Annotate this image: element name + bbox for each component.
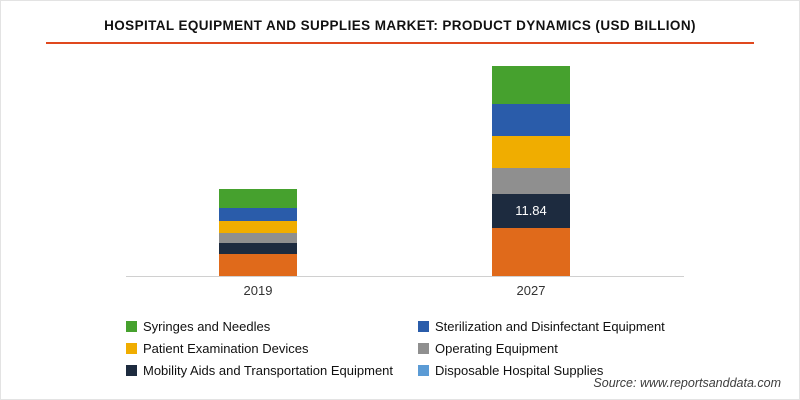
legend-swatch-icon — [126, 365, 137, 376]
legend-item-mobility-aids-and-transportation-equipment: Mobility Aids and Transportation Equipme… — [126, 363, 418, 378]
bar-segment-patient-examination-devices — [492, 135, 570, 168]
legend-item-operating-equipment: Operating Equipment — [418, 341, 779, 356]
legend-item-disposable-hospital-supplies: Disposable Hospital Supplies — [418, 363, 779, 378]
bar-segment-mobility-aids-and-transportation-equipment — [219, 242, 297, 254]
bar-segment-disposable-hospital-supplies — [492, 227, 570, 276]
bar-segment-sterilization-and-disinfectant-equipment — [492, 103, 570, 136]
bar-segment-syringes-and-needles — [219, 188, 297, 208]
x-tick-2027: 2027 — [516, 283, 546, 298]
legend-swatch-icon — [126, 343, 137, 354]
chart-title: HOSPITAL EQUIPMENT AND SUPPLIES MARKET: … — [104, 18, 696, 33]
title-underline-rule — [46, 42, 754, 44]
bar-segment-patient-examination-devices — [219, 220, 297, 233]
x-axis: 2019 2027 — [126, 283, 684, 301]
legend-swatch-icon — [126, 321, 137, 332]
x-tick-2019: 2019 — [243, 283, 273, 298]
legend-swatch-icon — [418, 343, 429, 354]
bar-segment-mobility-aids-and-transportation-equipment: 11.84 — [492, 193, 570, 228]
legend-item-sterilization-and-disinfectant-equipment: Sterilization and Disinfectant Equipment — [418, 319, 779, 334]
stacked-bar-2027: 11.84 — [492, 65, 570, 276]
legend-label: Patient Examination Devices — [143, 341, 309, 356]
bar-segment-operating-equipment — [492, 167, 570, 194]
bar-segment-syringes-and-needles — [492, 65, 570, 104]
legend-swatch-icon — [418, 365, 429, 376]
stacked-bar-2019 — [219, 188, 297, 276]
legend-label: Mobility Aids and Transportation Equipme… — [143, 363, 394, 378]
segment-value-label: 11.84 — [515, 203, 547, 219]
legend-label: Syringes and Needles — [143, 319, 271, 334]
legend-item-patient-examination-devices: Patient Examination Devices — [126, 341, 418, 356]
legend-label: Disposable Hospital Supplies — [435, 363, 604, 378]
chart-legend: Syringes and Needles Sterilization and Di… — [126, 319, 779, 378]
source-attribution: Source: www.reportsanddata.com — [593, 376, 781, 390]
bar-segment-sterilization-and-disinfectant-equipment — [219, 207, 297, 221]
legend-item-syringes-and-needles: Syringes and Needles — [126, 319, 418, 334]
legend-label: Sterilization and Disinfectant Equipment — [435, 319, 665, 334]
bar-segment-disposable-hospital-supplies — [219, 253, 297, 276]
legend-label: Operating Equipment — [435, 341, 558, 356]
plot-area: 11.84 — [126, 52, 684, 277]
bar-segment-operating-equipment — [219, 232, 297, 243]
legend-swatch-icon — [418, 321, 429, 332]
